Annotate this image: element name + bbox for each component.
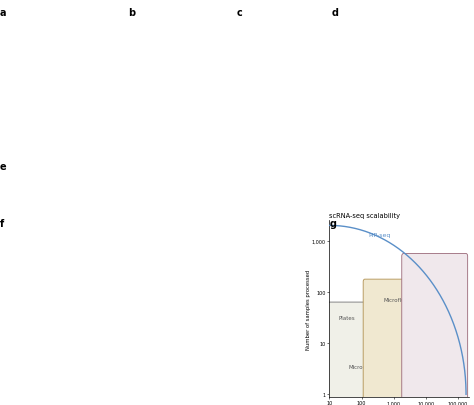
Text: d: d xyxy=(332,8,339,18)
Text: f: f xyxy=(0,219,4,229)
FancyBboxPatch shape xyxy=(328,303,366,399)
Text: b: b xyxy=(128,8,135,18)
Text: Combinatorial
indexing: Combinatorial indexing xyxy=(415,264,454,275)
Text: a: a xyxy=(0,8,7,18)
Text: scRNA-seq scalability: scRNA-seq scalability xyxy=(329,213,401,219)
Text: Microfluidics: Microfluidics xyxy=(383,297,417,303)
Text: e: e xyxy=(0,162,7,172)
Text: Plates: Plates xyxy=(339,315,356,320)
Text: g: g xyxy=(329,219,337,229)
FancyBboxPatch shape xyxy=(402,254,468,399)
FancyBboxPatch shape xyxy=(328,303,399,399)
FancyBboxPatch shape xyxy=(363,279,437,399)
Text: c: c xyxy=(237,8,243,18)
Text: PIP-seq: PIP-seq xyxy=(368,232,391,237)
Text: Microwells: Microwells xyxy=(349,364,377,369)
Y-axis label: Number of samples processed: Number of samples processed xyxy=(306,269,310,349)
